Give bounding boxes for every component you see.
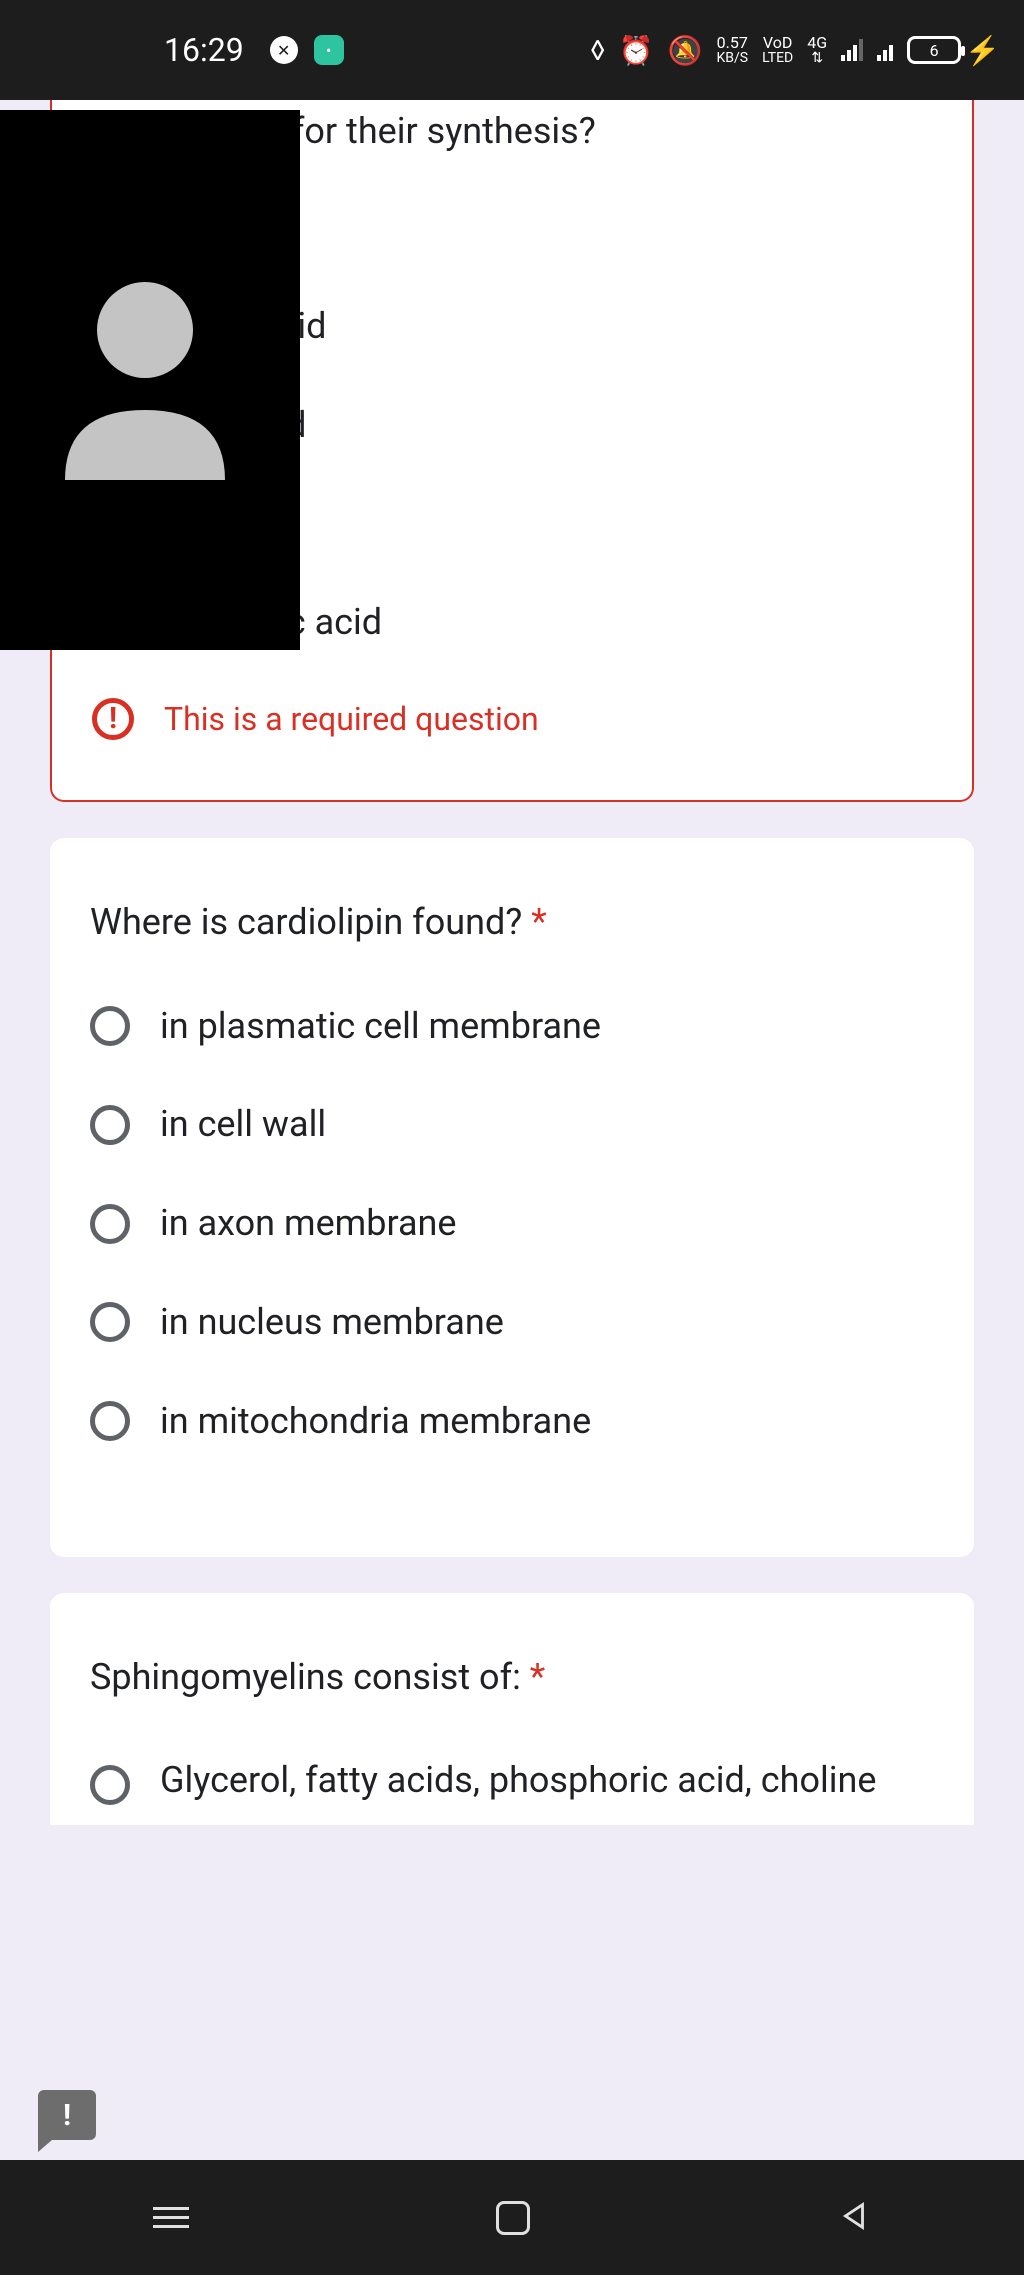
radio-icon[interactable] [90,1105,130,1145]
signal-icon [841,39,863,61]
battery-indicator: 6 ⚡ [907,34,1000,67]
question-card-3: Sphingomyelins consist of: * Glycerol, f… [50,1593,974,1826]
required-error: ! This is a required question [92,698,932,740]
drop-icon: ◊ [591,34,605,67]
close-notification-icon: ✕ [270,36,298,64]
q2-option-2[interactable]: in axon membrane [90,1200,934,1247]
nav-recents-button[interactable] [153,2207,189,2228]
required-asterisk: * [531,901,547,943]
status-time: 16:29 [164,31,244,69]
signal-icon-2 [877,39,893,61]
option-label: in axon membrane [160,1200,457,1247]
status-left: 16:29 ✕ • [24,31,344,69]
app-notification-icon: • [314,35,344,65]
option-label: in mitochondria membrane [160,1398,591,1445]
option-label: in plasmatic cell membrane [160,1003,601,1050]
q2-title: Where is cardiolipin found? * [90,898,934,947]
nav-home-button[interactable] [496,2201,530,2235]
error-text: This is a required question [164,700,539,738]
question-card-2: Where is cardiolipin found? * in plasmat… [50,838,974,1557]
status-right: ◊ ⏰ 🔕 0.57 KB/S VoD LTED 4G ⇅ 6 ⚡ [591,34,1000,67]
q2-option-4[interactable]: in mitochondria membrane [90,1398,934,1445]
radio-icon[interactable] [90,1006,130,1046]
charging-icon: ⚡ [965,34,1000,67]
radio-icon[interactable] [90,1302,130,1342]
radio-icon[interactable] [90,1401,130,1441]
status-bar: 16:29 ✕ • ◊ ⏰ 🔕 0.57 KB/S VoD LTED 4G ⇅ … [0,0,1024,100]
q2-option-1[interactable]: in cell wall [90,1101,934,1148]
net-type: VoD LTED [762,35,793,65]
form-content[interactable]: substrate for their synthesis? acid atid… [0,100,1024,2160]
option-label: Glycerol, fatty acids, phosphoric acid, … [160,1757,876,1804]
q2-option-0[interactable]: in plasmatic cell membrane [90,1003,934,1050]
video-pip-overlay[interactable] [0,110,300,650]
q3-option-0[interactable]: Glycerol, fatty acids, phosphoric acid, … [90,1757,934,1805]
radio-icon[interactable] [90,1204,130,1244]
radio-icon[interactable] [90,1765,130,1805]
required-asterisk: * [530,1656,546,1698]
system-nav-bar [0,2160,1024,2275]
q2-option-3[interactable]: in nucleus membrane [90,1299,934,1346]
option-label: in cell wall [160,1101,326,1148]
option-label: in nucleus membrane [160,1299,504,1346]
dnd-icon: 🔕 [668,34,703,67]
q3-title: Sphingomyelins consist of: * [90,1653,934,1702]
nav-back-button[interactable] [837,2199,871,2237]
net-gen: 4G ⇅ [807,35,827,65]
alarm-icon: ⏰ [619,34,654,67]
error-icon: ! [92,698,134,740]
report-problem-button[interactable]: ! [38,2090,96,2140]
net-speed: 0.57 KB/S [716,35,748,65]
avatar-placeholder-icon [45,260,245,500]
